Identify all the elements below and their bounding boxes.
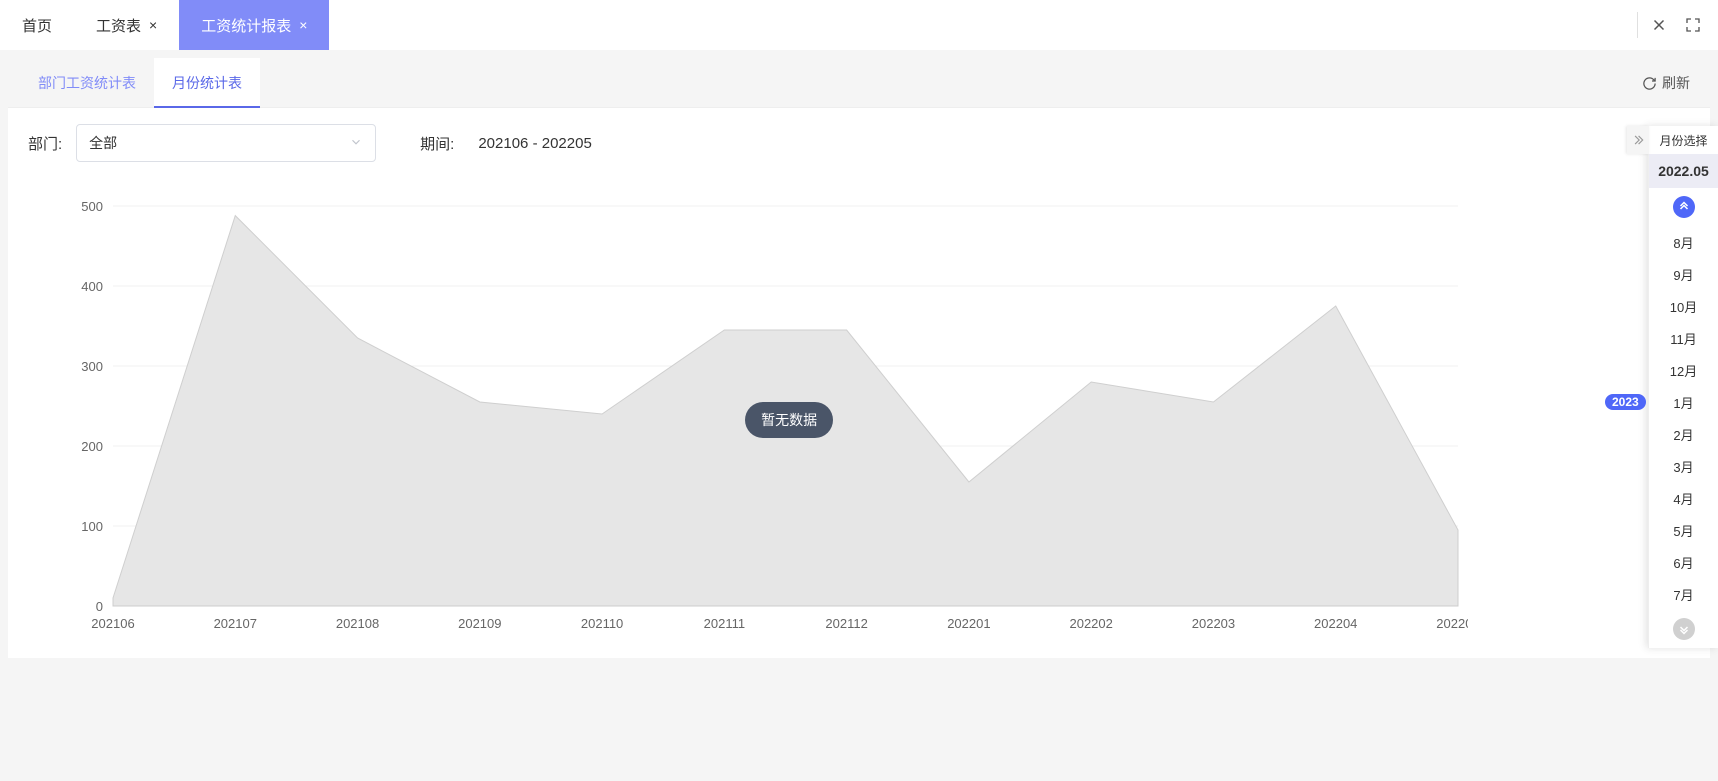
month-item[interactable]: 8月 [1649, 226, 1718, 258]
month-item[interactable]: 12月 [1649, 354, 1718, 386]
subtab-dept-stats[interactable]: 部门工资统计表 [20, 58, 154, 108]
month-item[interactable]: 11月 [1649, 322, 1718, 354]
svg-text:202106: 202106 [91, 616, 134, 631]
body-area: 部门工资统计表 月份统计表 刷新 部门: 全部 期间: 202106 - 202… [0, 50, 1718, 666]
chevron-up-icon [1678, 201, 1690, 213]
close-icon[interactable]: × [299, 18, 307, 32]
svg-text:500: 500 [81, 199, 103, 214]
collapse-panel-button[interactable] [1627, 126, 1649, 154]
subtabs-row: 部门工资统计表 月份统计表 刷新 [8, 58, 1710, 108]
period-label: 期间: [420, 133, 454, 154]
period-value: 202106 - 202205 [478, 135, 591, 152]
svg-text:300: 300 [81, 359, 103, 374]
close-all-button[interactable] [1637, 12, 1668, 38]
close-icon[interactable]: × [149, 18, 157, 32]
svg-text:400: 400 [81, 279, 103, 294]
svg-text:202112: 202112 [825, 616, 867, 631]
month-item[interactable]: 2月 [1649, 418, 1718, 450]
svg-text:202203: 202203 [1192, 616, 1235, 631]
top-tab-bar: 首页 工资表 × 工资统计报表 × [0, 0, 1718, 50]
subtab-label: 部门工资统计表 [38, 75, 136, 91]
svg-text:202201: 202201 [947, 616, 990, 631]
month-item[interactable]: 4月 [1649, 482, 1718, 514]
filter-row: 部门: 全部 期间: 202106 - 202205 [8, 108, 1710, 178]
chevron-down-icon [1678, 623, 1690, 635]
svg-text:100: 100 [81, 519, 103, 534]
month-panel-title: 月份选择 [1649, 126, 1718, 154]
dept-select[interactable]: 全部 [76, 124, 376, 162]
fullscreen-icon [1685, 17, 1701, 33]
svg-text:202111: 202111 [704, 616, 745, 631]
svg-text:202108: 202108 [336, 616, 379, 631]
month-item[interactable]: 1月2023 [1649, 386, 1718, 418]
tab-label: 工资表 [96, 15, 141, 36]
month-panel-title-text: 月份选择 [1659, 132, 1707, 149]
month-scroll-down-button[interactable] [1673, 618, 1695, 640]
month-selected-value: 2022.05 [1649, 154, 1718, 188]
refresh-label: 刷新 [1662, 73, 1690, 93]
subtab-month-stats[interactable]: 月份统计表 [154, 58, 260, 108]
refresh-button[interactable]: 刷新 [1642, 58, 1690, 108]
tab-salary-stats-report[interactable]: 工资统计报表 × [179, 0, 329, 50]
month-item[interactable]: 9月 [1649, 258, 1718, 290]
dept-select-value: 全部 [89, 133, 349, 153]
svg-text:202107: 202107 [214, 616, 257, 631]
month-item[interactable]: 7月 [1649, 578, 1718, 610]
chevron-down-icon [349, 135, 363, 152]
month-item[interactable]: 3月 [1649, 450, 1718, 482]
tab-salary-sheet[interactable]: 工资表 × [74, 0, 179, 50]
subtab-label: 月份统计表 [172, 75, 242, 91]
close-icon [1650, 16, 1668, 34]
svg-text:200: 200 [81, 439, 103, 454]
tab-bar-actions [1637, 0, 1706, 50]
tab-label: 工资统计报表 [201, 15, 291, 36]
tab-home[interactable]: 首页 [0, 0, 74, 50]
dept-label: 部门: [28, 133, 62, 154]
chevron-right-icon [1631, 133, 1645, 147]
refresh-icon [1642, 76, 1657, 91]
svg-text:202205: 202205 [1436, 616, 1468, 631]
svg-text:0: 0 [96, 599, 103, 614]
month-picker-panel: 月份选择 2022.05 8月9月10月11月12月1月20232月3月4月5月… [1648, 126, 1718, 648]
year-tag: 2023 [1605, 394, 1646, 410]
fullscreen-button[interactable] [1680, 12, 1706, 38]
chart-container: 0 100 200 300 400 500 202106 202107 202108 202109… [8, 178, 1710, 658]
svg-text:202110: 202110 [581, 616, 623, 631]
month-item[interactable]: 5月 [1649, 514, 1718, 546]
area-chart: 0 100 200 300 400 500 202106 202107 202108 202109… [28, 188, 1468, 638]
svg-text:202109: 202109 [458, 616, 501, 631]
tab-label: 首页 [22, 15, 52, 36]
month-item[interactable]: 6月 [1649, 546, 1718, 578]
month-scroll-up-button[interactable] [1673, 196, 1695, 218]
svg-text:202204: 202204 [1314, 616, 1357, 631]
content-panel: 部门: 全部 期间: 202106 - 202205 0 100 200 300 400… [8, 108, 1710, 658]
month-list: 8月9月10月11月12月1月20232月3月4月5月6月7月 [1649, 226, 1718, 610]
month-selected-text: 2022.05 [1658, 163, 1709, 179]
svg-text:202202: 202202 [1069, 616, 1112, 631]
month-item[interactable]: 10月 [1649, 290, 1718, 322]
